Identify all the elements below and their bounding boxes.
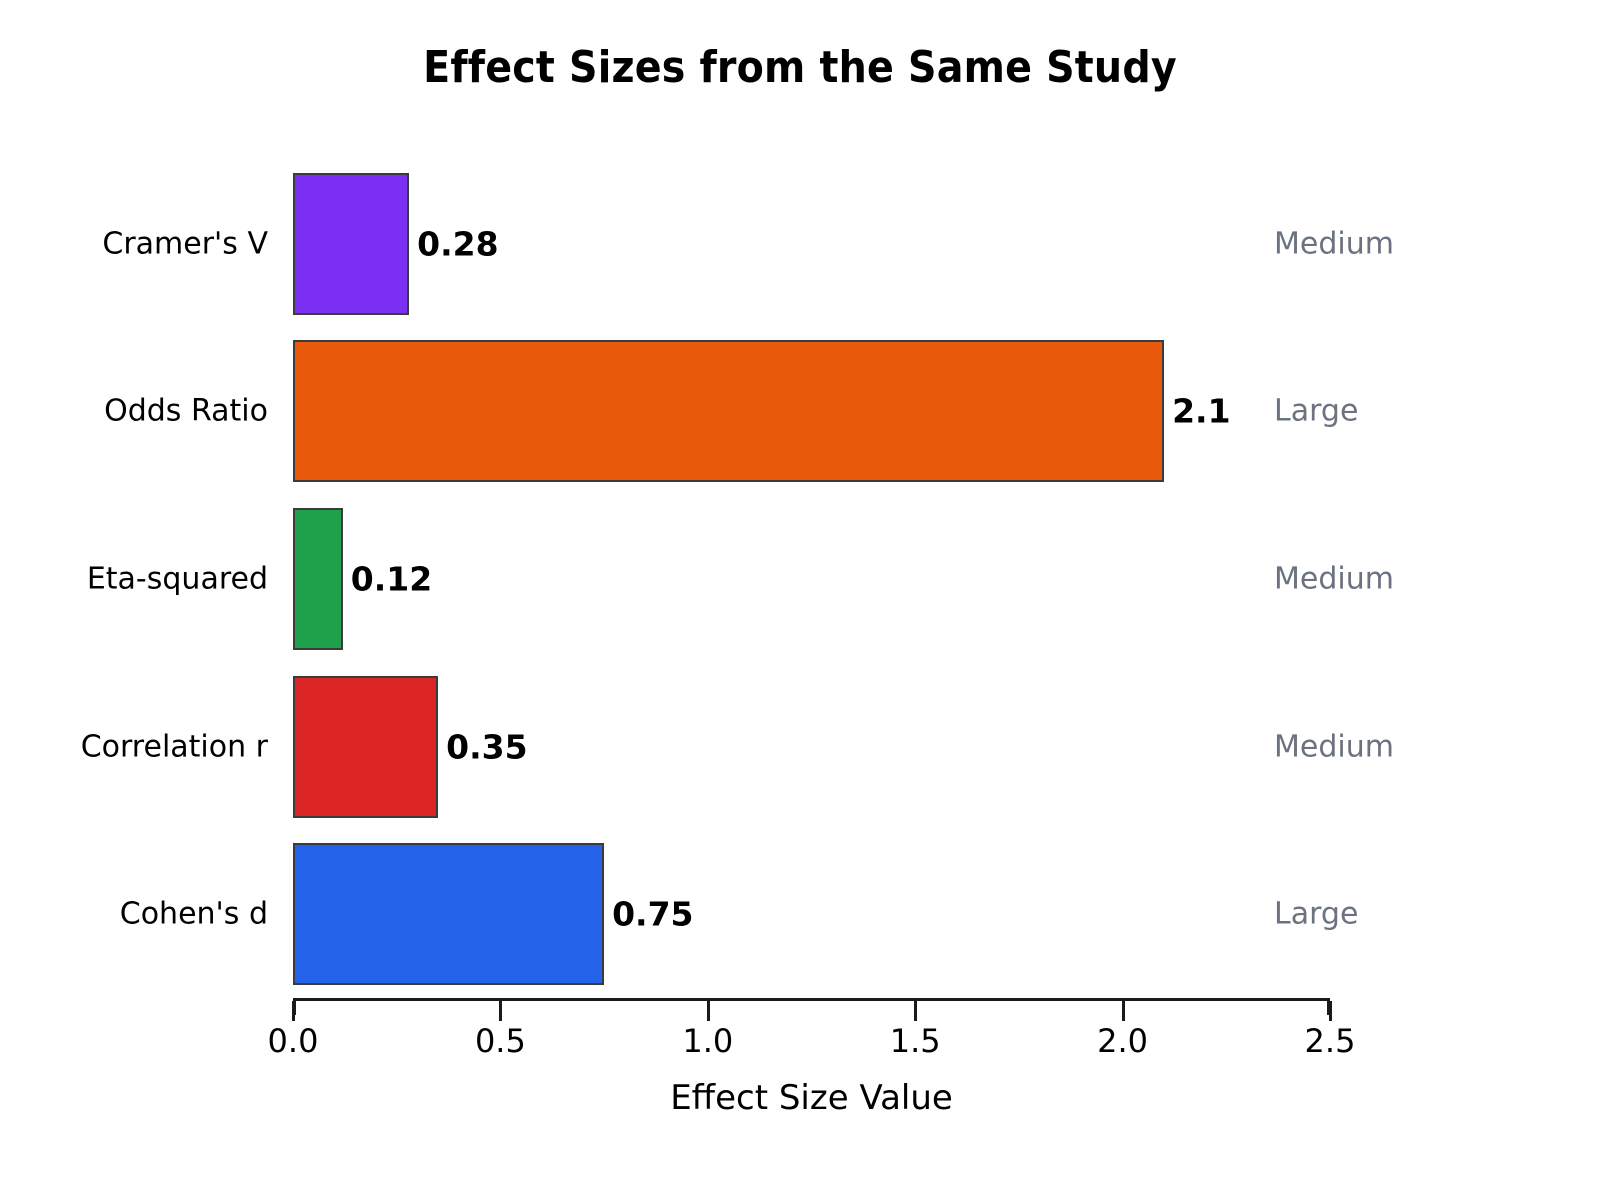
x-tick-mark <box>499 1001 503 1021</box>
x-tick-label: 2.0 <box>1097 1022 1149 1060</box>
bar-value-label: 2.1 <box>1172 391 1231 431</box>
x-tick-label: 1.0 <box>682 1022 734 1060</box>
plot-area: 0.28 Medium 2.1 Large 0.12 Medium 0.35 Medium 0.… <box>293 160 1394 998</box>
y-axis-category-labels: Cramer's V Odds Ratio Eta-squared Correlati… <box>0 160 268 998</box>
x-tick-mark <box>292 1001 295 1021</box>
bar-value-label: 0.12 <box>350 559 433 599</box>
chart-title: Effect Sizes from the Same Study <box>423 42 1177 93</box>
bar-magnitude-label: Medium <box>1274 561 1394 597</box>
x-tick-mark <box>1121 1001 1125 1021</box>
bar-value-label: 0.75 <box>612 894 694 934</box>
bar-group: 0.12 Medium <box>293 508 1394 650</box>
y-axis-label: Cramer's V <box>102 226 268 262</box>
bar[interactable] <box>293 508 343 650</box>
bar-value-label: 0.35 <box>446 727 528 767</box>
x-tick-label: 0.5 <box>474 1022 526 1060</box>
x-tick-label: 2.5 <box>1304 1022 1356 1060</box>
y-axis-label: Correlation r <box>80 729 268 765</box>
x-axis-title: Effect Size Value <box>670 1078 953 1118</box>
bar-magnitude-label: Medium <box>1274 729 1394 765</box>
bar-value-label: 0.28 <box>417 224 499 264</box>
x-axis-right-cap <box>1327 998 1330 1015</box>
y-axis-label: Odds Ratio <box>104 393 268 429</box>
y-axis-label: Eta-squared <box>86 561 268 597</box>
bar-magnitude-label: Large <box>1274 393 1359 429</box>
bar-group: 0.35 Medium <box>293 675 1394 818</box>
bar-magnitude-label: Large <box>1274 896 1359 932</box>
bar[interactable] <box>293 172 410 315</box>
x-tick-mark <box>914 1001 918 1021</box>
y-axis-label: Cohen's d <box>119 896 268 932</box>
bar-group: 0.28 Medium <box>293 172 1394 315</box>
x-tick-mark <box>1329 1001 1332 1021</box>
bar-group: 2.1 Large <box>293 340 1358 483</box>
bar-magnitude-label: Medium <box>1274 226 1394 262</box>
bar[interactable] <box>293 340 1165 483</box>
x-tick-mark <box>706 1001 710 1021</box>
x-axis-line <box>293 998 1330 1001</box>
bar[interactable] <box>293 675 439 818</box>
x-tick-label: 1.5 <box>889 1022 941 1060</box>
x-tick-label: 0.0 <box>267 1022 319 1060</box>
bar-group: 0.75 Large <box>293 843 1358 986</box>
bar[interactable] <box>293 843 605 986</box>
